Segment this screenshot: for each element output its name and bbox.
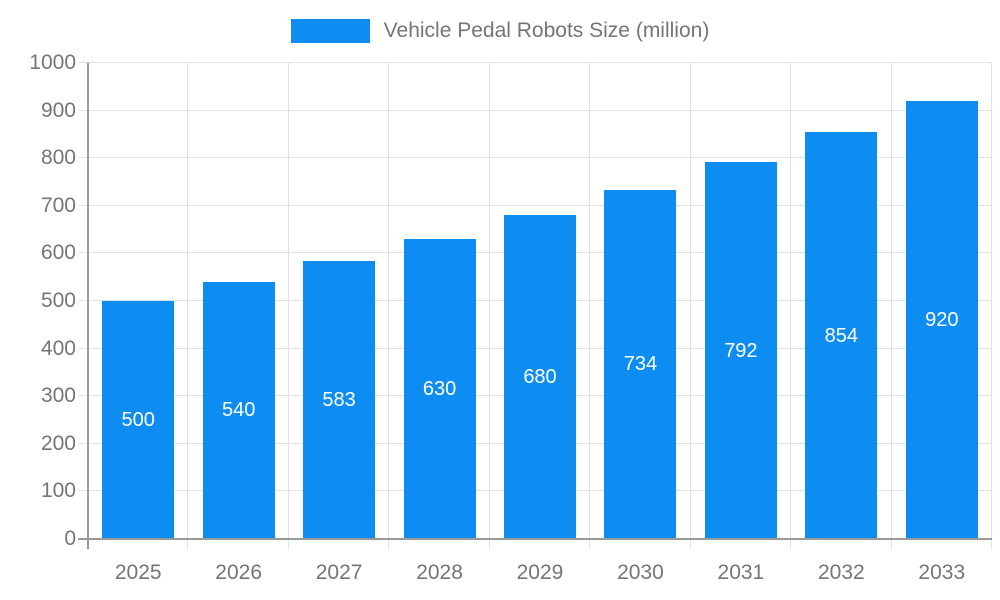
y-axis-tick-label: 600 xyxy=(40,241,76,265)
x-axis-tick-label: 2027 xyxy=(315,561,363,584)
y-gridline xyxy=(78,62,992,63)
bar xyxy=(403,239,476,539)
x-gridline xyxy=(991,63,992,549)
x-gridline xyxy=(689,63,691,549)
bar xyxy=(905,101,978,539)
x-gridline xyxy=(589,63,591,549)
x-axis-tick-label: 2030 xyxy=(617,561,664,584)
bar-value-label: 680 xyxy=(523,366,557,389)
x-axis-tick-label: 2026 xyxy=(215,561,263,584)
bar xyxy=(604,189,677,539)
y-axis-tick-label: 0 xyxy=(64,527,76,550)
legend-label: Vehicle Pedal Robots Size (million) xyxy=(383,19,710,42)
y-gridline xyxy=(78,204,992,206)
bar-value-label: 734 xyxy=(623,353,658,376)
y-axis-tick-label: 500 xyxy=(40,289,76,312)
bar-value-label: 792 xyxy=(724,339,758,362)
y-axis-tick-label: 1000 xyxy=(29,51,76,74)
x-axis-tick-label: 2032 xyxy=(817,561,865,584)
x-axis-tick-label: 2031 xyxy=(717,561,765,584)
y-axis-tick-label: 700 xyxy=(40,193,76,217)
y-axis-tick-label: 100 xyxy=(40,479,76,503)
y-axis-tick-label: 300 xyxy=(40,384,76,408)
x-gridline xyxy=(890,63,892,549)
x-axis-tick-label: 2025 xyxy=(114,561,162,584)
y-axis-tick-label: 900 xyxy=(40,98,76,122)
legend[interactable]: Vehicle Pedal Robots Size (million) xyxy=(0,14,1000,48)
x-gridline xyxy=(790,63,792,549)
y-axis-tick-label: 200 xyxy=(40,431,76,455)
x-axis-line xyxy=(78,538,992,540)
bar xyxy=(704,162,777,539)
bar-value-label: 540 xyxy=(221,399,256,422)
bar xyxy=(805,132,878,539)
bar xyxy=(202,281,275,539)
x-gridline xyxy=(287,63,289,549)
x-gridline xyxy=(388,63,390,549)
bar-value-label: 583 xyxy=(322,389,356,412)
y-gridline xyxy=(78,157,992,159)
legend-swatch xyxy=(290,19,370,43)
bar-value-label: 500 xyxy=(121,409,155,431)
y-axis-tick-label: 800 xyxy=(40,146,76,170)
bar xyxy=(504,215,576,539)
y-gridline xyxy=(78,109,992,111)
x-axis-tick-label: 2028 xyxy=(416,561,463,584)
bar xyxy=(303,261,376,539)
x-gridline xyxy=(187,63,189,549)
y-axis-line xyxy=(87,63,89,549)
bar-value-label: 854 xyxy=(824,324,859,347)
x-axis-tick-label: 2029 xyxy=(516,561,564,584)
bar xyxy=(102,301,175,539)
y-axis-tick-label: 400 xyxy=(40,336,76,360)
bar-value-label: 630 xyxy=(422,378,457,401)
bar-value-label: 920 xyxy=(925,309,959,332)
x-axis-tick-label: 2033 xyxy=(918,561,966,584)
x-gridline xyxy=(488,63,490,549)
